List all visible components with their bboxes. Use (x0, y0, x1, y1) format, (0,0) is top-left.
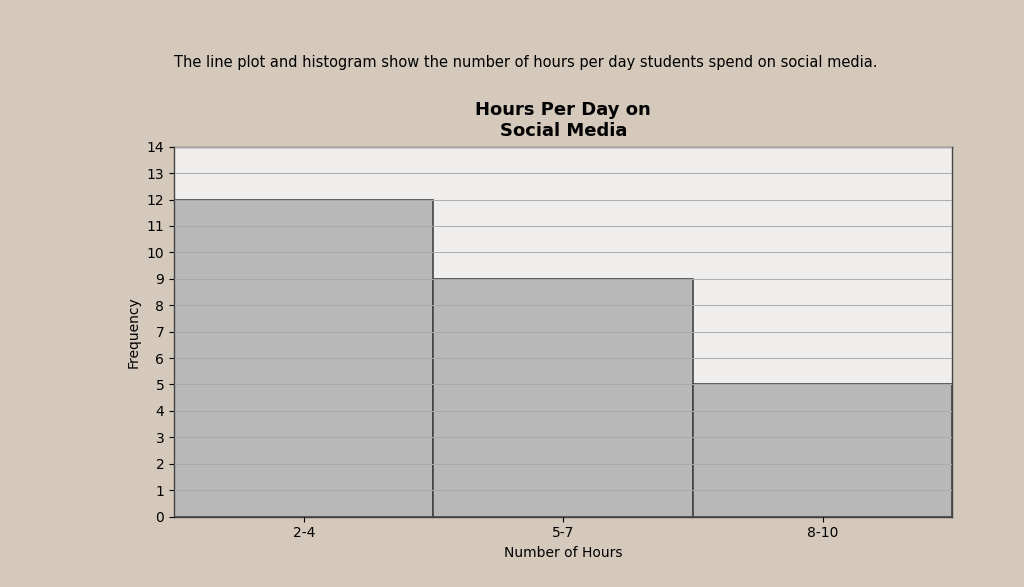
Bar (693, 384, 952, 517)
Bar (433, 279, 693, 517)
X-axis label: Number of Hours: Number of Hours (504, 546, 623, 560)
Text: The line plot and histogram show the number of hours per day students spend on s: The line plot and histogram show the num… (174, 55, 878, 70)
Bar (174, 200, 433, 517)
Title: Hours Per Day on
Social Media: Hours Per Day on Social Media (475, 101, 651, 140)
Y-axis label: Frequency: Frequency (127, 296, 141, 367)
